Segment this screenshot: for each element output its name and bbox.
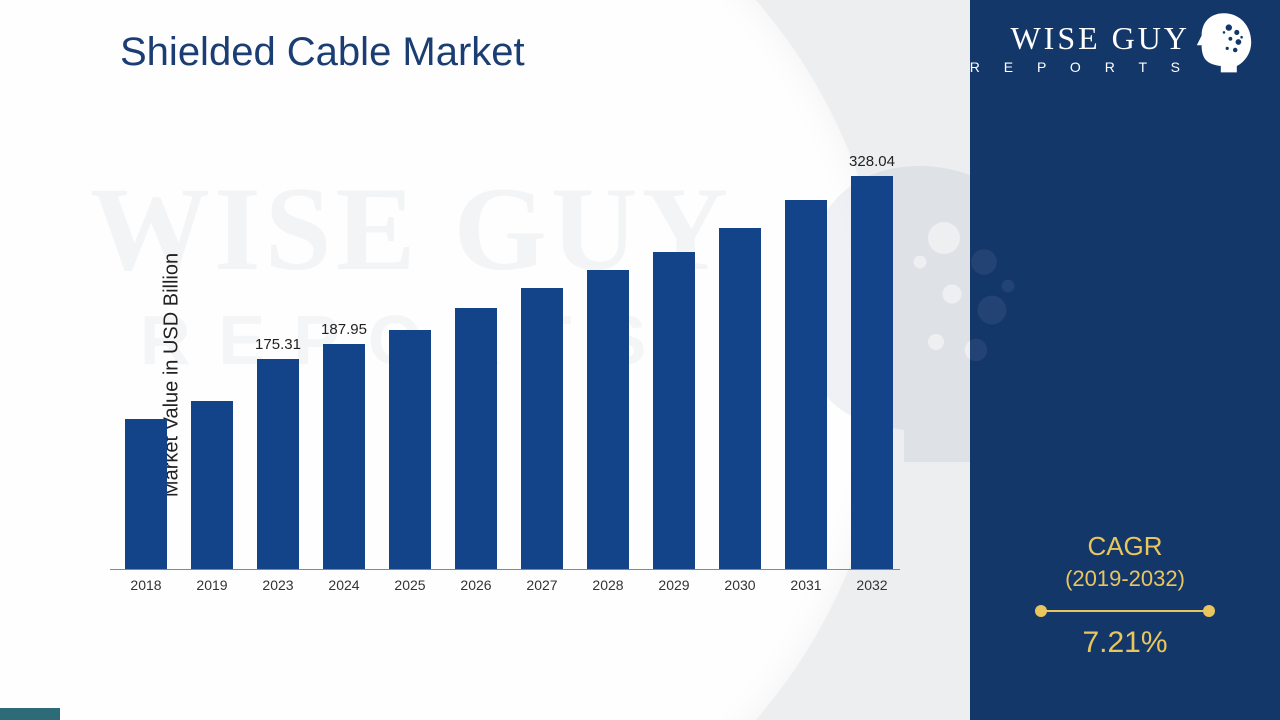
bar [257,359,299,569]
logo-sub-text: R E P O R T S [970,59,1190,75]
bar [455,308,497,569]
bar [785,200,827,569]
cagr-label: CAGR [1020,531,1230,562]
plot-area: 201820192023175.312024187.95202520262027… [110,150,900,570]
bar [191,401,233,569]
cagr-range: (2019-2032) [1020,566,1230,592]
cagr-divider [1040,610,1210,612]
brand-logo: WISE GUY R E P O R T S [970,20,1250,75]
logo-head-icon [1192,10,1256,74]
chart-title: Shielded Cable Market [120,30,525,75]
bar [653,252,695,569]
bar [389,330,431,569]
bar [587,270,629,569]
bar [521,288,563,569]
bar [125,419,167,569]
x-category-label: 2032 [832,577,912,593]
cagr-value: 7.21% [1020,626,1230,660]
bar [323,344,365,569]
cagr-box: CAGR (2019-2032) 7.21% [1020,531,1230,660]
bar [719,228,761,569]
bar-value-label: 175.31 [238,336,318,353]
page-root: WISE GUY REPORTS Shielded Cable Market W… [0,0,1280,720]
chart-container: Market Value in USD Billion 201820192023… [50,140,900,610]
logo-main-text: WISE GUY [970,20,1190,57]
bar-value-label: 328.04 [832,153,912,170]
bar [851,176,893,569]
bottom-stripe [0,708,60,720]
bar-value-label: 187.95 [304,321,384,338]
